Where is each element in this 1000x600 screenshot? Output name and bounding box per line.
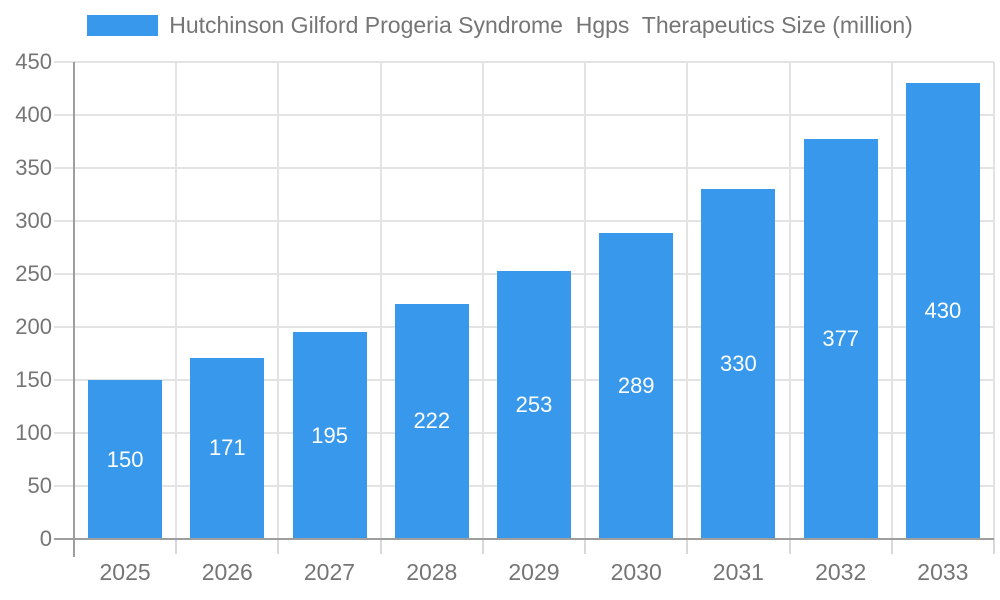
x-axis-category-label: 2025 bbox=[99, 559, 151, 585]
x-gridline bbox=[890, 62, 893, 539]
x-axis-category-label: 2033 bbox=[917, 559, 969, 585]
legend-swatch bbox=[87, 14, 159, 36]
y-axis-tick-label: 100 bbox=[15, 420, 52, 445]
y-axis-tick-label: 50 bbox=[27, 473, 52, 498]
bar-value-label: 150 bbox=[106, 446, 144, 472]
x-gridline bbox=[584, 62, 587, 539]
y-axis-tick-label: 400 bbox=[15, 102, 52, 127]
bar: 150 bbox=[88, 380, 163, 539]
y-gridline bbox=[54, 167, 994, 169]
x-axis-tick bbox=[686, 539, 689, 554]
bar-value-label: 195 bbox=[311, 422, 348, 448]
x-gridline bbox=[686, 62, 689, 539]
y-axis-tick-label: 300 bbox=[15, 208, 52, 233]
bar-value-label: 289 bbox=[617, 372, 655, 398]
bar: 289 bbox=[599, 232, 674, 539]
x-axis-line bbox=[54, 538, 994, 540]
bar-value-label: 330 bbox=[720, 351, 757, 377]
bar: 330 bbox=[701, 189, 776, 539]
legend: Hutchinson Gilford Progeria Syndrome Hgp… bbox=[0, 11, 1000, 38]
bar: 430 bbox=[905, 83, 980, 539]
x-gridline bbox=[481, 62, 484, 539]
x-axis-tick bbox=[481, 539, 484, 554]
x-axis-tick bbox=[584, 539, 587, 554]
y-axis-tick-label: 150 bbox=[15, 367, 52, 392]
y-axis-tick-label: 350 bbox=[15, 155, 52, 180]
x-axis-tick bbox=[993, 539, 995, 554]
y-axis-tick-label: 450 bbox=[15, 49, 52, 74]
bar: 253 bbox=[497, 270, 571, 539]
x-axis-tick bbox=[277, 539, 280, 554]
x-axis-tick bbox=[175, 539, 178, 554]
x-gridline bbox=[277, 62, 280, 539]
x-axis-category-label: 2031 bbox=[712, 559, 764, 585]
x-axis-tick bbox=[890, 539, 893, 554]
bar: 195 bbox=[292, 332, 367, 539]
x-axis-category-label: 2026 bbox=[201, 559, 253, 585]
y-axis-tick-label: 0 bbox=[39, 526, 52, 551]
x-axis-category-label: 2028 bbox=[406, 559, 458, 585]
x-gridline bbox=[175, 62, 178, 539]
bar-value-label: 430 bbox=[924, 298, 962, 324]
x-gridline bbox=[379, 62, 382, 539]
y-gridline bbox=[54, 220, 994, 222]
y-axis-line bbox=[73, 62, 75, 557]
x-gridline bbox=[993, 62, 995, 539]
x-axis-tick bbox=[788, 539, 791, 554]
y-axis-tick-label: 200 bbox=[15, 314, 52, 339]
x-gridline bbox=[788, 62, 791, 539]
x-axis-tick bbox=[379, 539, 382, 554]
legend-label: Hutchinson Gilford Progeria Syndrome Hgp… bbox=[169, 11, 913, 38]
bar: 377 bbox=[803, 139, 878, 539]
x-axis-category-label: 2032 bbox=[815, 559, 867, 585]
bar: 171 bbox=[190, 357, 265, 539]
x-axis-category-label: 2029 bbox=[508, 559, 560, 585]
y-gridline bbox=[54, 114, 994, 116]
bar-value-label: 222 bbox=[413, 408, 451, 434]
bar-value-label: 171 bbox=[208, 435, 246, 461]
bar-value-label: 253 bbox=[515, 391, 553, 417]
x-axis-category-label: 2030 bbox=[610, 559, 662, 585]
y-axis-tick-label: 250 bbox=[15, 261, 52, 286]
x-axis-category-label: 2027 bbox=[303, 559, 356, 585]
y-gridline bbox=[54, 61, 994, 63]
bar-value-label: 377 bbox=[822, 326, 860, 352]
bar: 222 bbox=[394, 303, 469, 539]
